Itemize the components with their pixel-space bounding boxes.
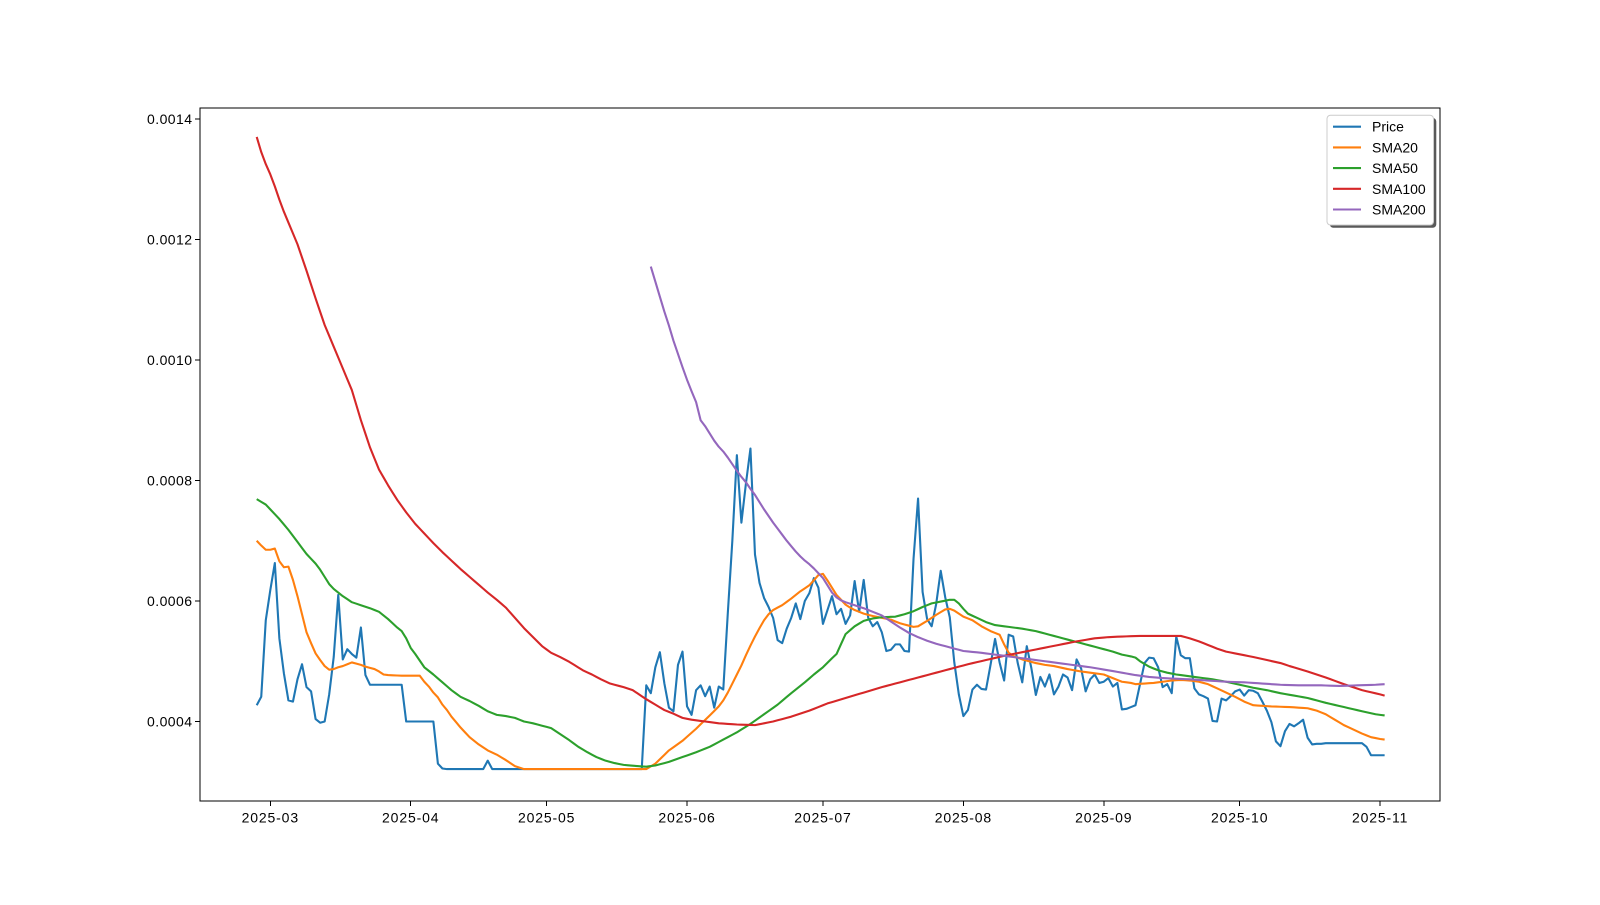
svg-text:2025-06: 2025-06 (658, 810, 715, 826)
svg-text:Price: Price (1372, 119, 1404, 135)
svg-text:0.0014: 0.0014 (147, 111, 193, 127)
svg-text:2025-11: 2025-11 (1352, 810, 1408, 826)
svg-text:0.0008: 0.0008 (147, 472, 193, 488)
svg-text:2025-08: 2025-08 (935, 810, 992, 826)
svg-text:2025-09: 2025-09 (1075, 810, 1132, 826)
svg-text:SMA200: SMA200 (1372, 202, 1426, 218)
svg-text:SMA50: SMA50 (1372, 160, 1418, 176)
svg-text:2025-07: 2025-07 (794, 810, 851, 826)
svg-text:2025-10: 2025-10 (1211, 810, 1268, 826)
svg-text:0.0006: 0.0006 (147, 593, 193, 609)
svg-text:SMA20: SMA20 (1372, 139, 1418, 155)
svg-text:SMA100: SMA100 (1372, 181, 1426, 197)
svg-text:0.0012: 0.0012 (147, 231, 193, 247)
svg-text:2025-04: 2025-04 (382, 810, 439, 826)
svg-text:0.0004: 0.0004 (147, 714, 193, 730)
svg-text:2025-05: 2025-05 (518, 810, 575, 826)
svg-text:2025-03: 2025-03 (242, 810, 299, 826)
svg-text:0.0010: 0.0010 (147, 352, 193, 368)
